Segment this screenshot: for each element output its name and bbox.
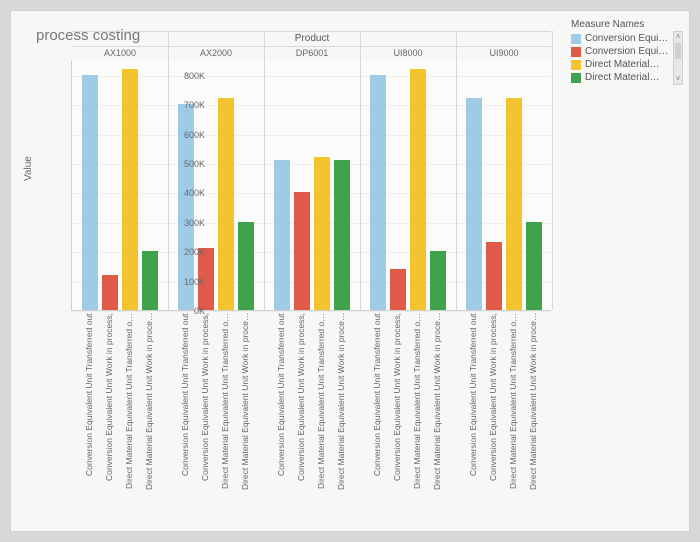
y-tick-label: 200K: [165, 247, 205, 257]
legend-title: Measure Names: [571, 19, 683, 30]
legend-label: Direct Material…: [585, 58, 659, 71]
scroll-down-icon[interactable]: ∨: [674, 74, 682, 84]
y-tick-label: 400K: [165, 188, 205, 198]
group-separator: [264, 31, 265, 310]
bar[interactable]: [122, 69, 138, 310]
bar[interactable]: [334, 160, 350, 310]
legend-item[interactable]: Direct Material…: [571, 71, 683, 84]
x-category-label: Direct Material Equivalent Unit Transfer…: [505, 313, 521, 523]
x-category-label: Direct Material Equivalent Unit Work in …: [429, 313, 445, 523]
legend-scrollbar[interactable]: ∧ ∨: [673, 31, 683, 85]
y-tick-label: 100K: [165, 277, 205, 287]
bar[interactable]: [314, 157, 330, 310]
legend-swatch: [571, 34, 581, 44]
y-tick-label: 700K: [165, 100, 205, 110]
bar[interactable]: [370, 75, 386, 310]
worksheet: process costing Measure Names Conversion…: [10, 10, 690, 532]
bar[interactable]: [390, 269, 406, 310]
x-category-label: Direct Material Equivalent Unit Transfer…: [217, 313, 233, 523]
y-tick-label: 800K: [165, 71, 205, 81]
x-category-label: Direct Material Equivalent Unit Work in …: [237, 313, 253, 523]
x-category-label: Conversion Equivalent Unit Work in proce…: [293, 313, 309, 523]
y-tick-label: 500K: [165, 159, 205, 169]
x-category-label: Direct Material Equivalent Unit Work in …: [525, 313, 541, 523]
gridline: [72, 76, 551, 77]
x-category-label: Conversion Equivalent Unit Transferred o…: [81, 313, 97, 523]
legend-swatch: [571, 47, 581, 57]
bar[interactable]: [506, 98, 522, 310]
bar[interactable]: [102, 275, 118, 310]
bar[interactable]: [410, 69, 426, 310]
x-category-label: Direct Material Equivalent Unit Work in …: [333, 313, 349, 523]
legend-label: Direct Material…: [585, 71, 659, 84]
group-label: AX1000: [72, 48, 168, 58]
legend: Measure Names Conversion Equi…Conversion…: [571, 19, 683, 84]
group-label: UI8000: [360, 48, 456, 58]
gridline: [72, 311, 551, 312]
group-separator: [360, 31, 361, 310]
bar[interactable]: [274, 160, 290, 310]
x-category-label: Direct Material Equivalent Unit Transfer…: [313, 313, 329, 523]
legend-item[interactable]: Direct Material…: [571, 58, 683, 71]
x-category-label: Direct Material Equivalent Unit Work in …: [141, 313, 157, 523]
chart-plot-area: ProductAX1000AX2000DP6001UI8000UI9000: [71, 61, 551, 311]
bar[interactable]: [430, 251, 446, 310]
x-category-label: Conversion Equivalent Unit Work in proce…: [389, 313, 405, 523]
group-separator: [456, 31, 457, 310]
y-tick-label: 600K: [165, 130, 205, 140]
y-axis-label: Value: [23, 156, 34, 181]
x-axis-title: Product: [264, 33, 360, 44]
bar[interactable]: [466, 98, 482, 310]
bar[interactable]: [218, 98, 234, 310]
x-category-label: Direct Material Equivalent Unit Transfer…: [121, 313, 137, 523]
legend-swatch: [571, 73, 581, 83]
scroll-up-icon[interactable]: ∧: [674, 32, 682, 42]
bar[interactable]: [238, 222, 254, 310]
bar[interactable]: [82, 75, 98, 310]
group-label: UI9000: [456, 48, 552, 58]
chart-title: process costing: [36, 27, 140, 44]
legend-label: Conversion Equi…: [585, 45, 668, 58]
x-category-label: Conversion Equivalent Unit Transferred o…: [465, 313, 481, 523]
group-label: AX2000: [168, 48, 264, 58]
legend-label: Conversion Equi…: [585, 32, 668, 45]
bar[interactable]: [294, 192, 310, 310]
legend-swatch: [571, 60, 581, 70]
x-category-label: Conversion Equivalent Unit Transferred o…: [177, 313, 193, 523]
bar[interactable]: [142, 251, 158, 310]
x-category-label: Conversion Equivalent Unit Transferred o…: [369, 313, 385, 523]
group-label: DP6001: [264, 48, 360, 58]
header-top-line: [72, 31, 551, 32]
x-category-label: Direct Material Equivalent Unit Transfer…: [409, 313, 425, 523]
x-category-label: Conversion Equivalent Unit Transferred o…: [273, 313, 289, 523]
legend-item[interactable]: Conversion Equi…: [571, 45, 683, 58]
header-mid-line: [72, 46, 551, 47]
scroll-thumb[interactable]: [675, 43, 681, 59]
x-category-label: Conversion Equivalent Unit Work in proce…: [197, 313, 213, 523]
group-separator: [552, 31, 553, 310]
x-category-label: Conversion Equivalent Unit Work in proce…: [101, 313, 117, 523]
x-category-label: Conversion Equivalent Unit Work in proce…: [485, 313, 501, 523]
y-tick-label: 300K: [165, 218, 205, 228]
legend-item[interactable]: Conversion Equi…: [571, 32, 683, 45]
bar[interactable]: [486, 242, 502, 310]
bar[interactable]: [526, 222, 542, 310]
